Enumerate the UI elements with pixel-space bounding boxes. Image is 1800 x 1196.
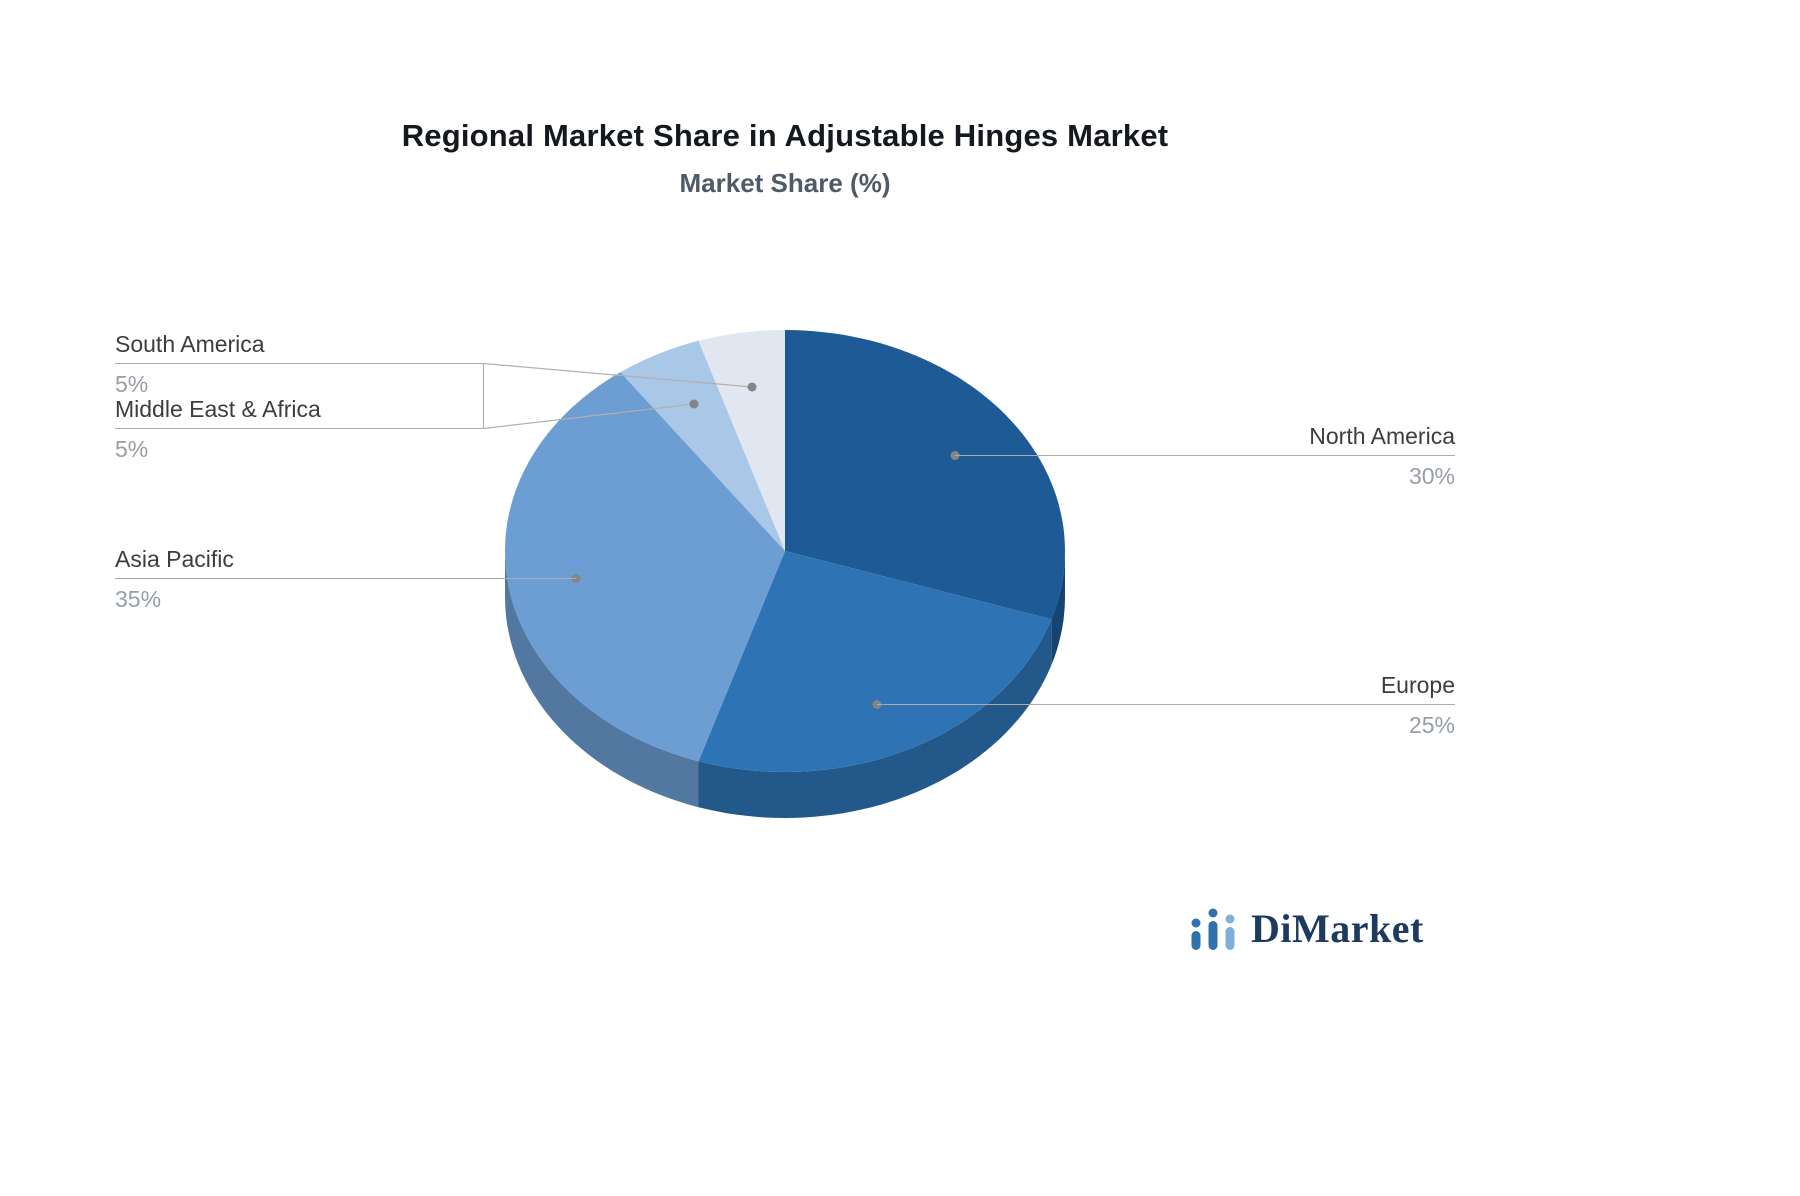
leader-dot bbox=[571, 574, 581, 583]
leader-dot bbox=[689, 399, 699, 409]
callout-south-america: South America 5% bbox=[115, 330, 483, 398]
pie-slice-europe bbox=[698, 551, 1052, 772]
pie-slice-wall bbox=[505, 551, 699, 808]
slice-value: 5% bbox=[115, 371, 149, 397]
pie-slice-asia-pacific bbox=[505, 372, 785, 762]
callout-north-america: North America 30% bbox=[955, 422, 1455, 490]
brand-logo: DiMarket bbox=[1185, 900, 1424, 956]
slice-label: North America bbox=[955, 422, 1455, 456]
pie-slice-south-america bbox=[698, 330, 785, 551]
slice-value: 35% bbox=[115, 586, 162, 612]
pie-slice-middle-east-africa bbox=[620, 340, 785, 551]
chart-subtitle: Market Share (%) bbox=[679, 168, 891, 198]
pie-slice-wall bbox=[1051, 551, 1065, 666]
pie-slice-north-america bbox=[785, 330, 1065, 620]
brand-name: DiMarket bbox=[1251, 905, 1424, 951]
leader-dot bbox=[747, 382, 757, 392]
slice-value: 30% bbox=[1408, 463, 1455, 489]
slice-label: Middle East & Africa bbox=[115, 395, 483, 429]
slice-value: 5% bbox=[115, 436, 149, 462]
slice-label: Asia Pacific bbox=[115, 545, 576, 579]
leader-line bbox=[483, 403, 695, 430]
slice-value: 25% bbox=[1408, 712, 1455, 738]
callout-middle-east-africa: Middle East & Africa 5% bbox=[115, 395, 483, 463]
chart-title: Regional Market Share in Adjustable Hing… bbox=[401, 118, 1169, 153]
slice-label: Europe bbox=[877, 671, 1455, 705]
leader-line bbox=[483, 362, 753, 388]
callout-europe: Europe 25% bbox=[877, 671, 1455, 739]
callout-asia-pacific: Asia Pacific 35% bbox=[115, 545, 576, 613]
slice-label: South America bbox=[115, 330, 483, 364]
dimarket-icon bbox=[1191, 908, 1235, 950]
pie-slice-wall bbox=[698, 619, 1052, 818]
